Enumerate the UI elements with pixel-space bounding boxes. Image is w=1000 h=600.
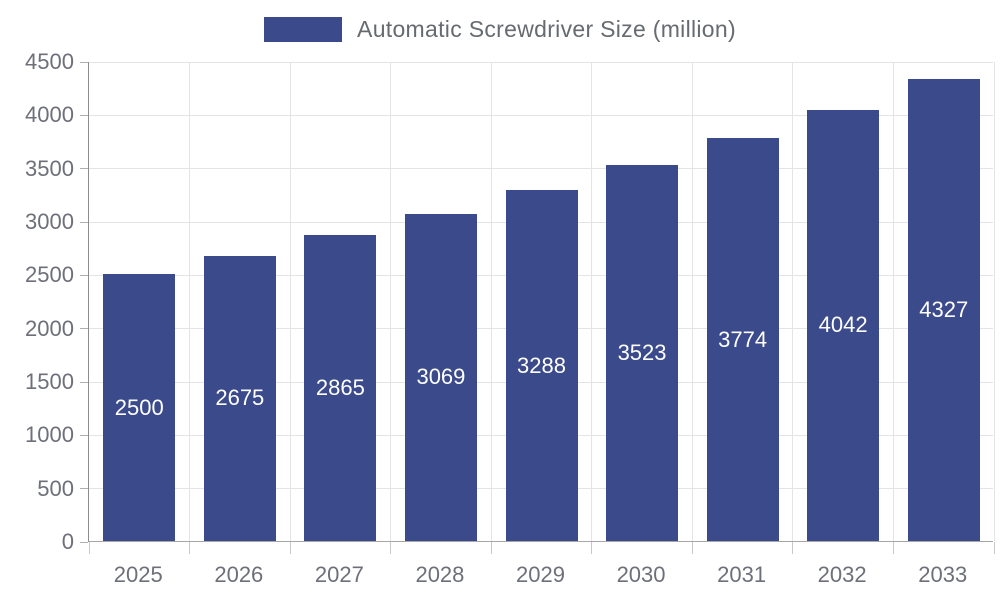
- x-axis-tick: [993, 542, 995, 554]
- v-gridline: [490, 62, 492, 541]
- x-axis-tick: [189, 542, 191, 554]
- y-axis-tick-label: 0: [61, 529, 74, 554]
- x-axis-tick: [289, 542, 291, 554]
- y-axis-tick-label: 500: [37, 475, 74, 501]
- y-axis-tick: [80, 488, 88, 490]
- y-axis-tick: [80, 114, 88, 116]
- v-gridline: [390, 62, 392, 541]
- x-axis-tick: [490, 542, 492, 554]
- legend-label: Automatic Screwdriver Size (million): [357, 16, 736, 42]
- v-gridline: [993, 62, 995, 541]
- y-axis-tick: [80, 274, 88, 276]
- bar-value-label: 2675: [215, 385, 265, 411]
- x-axis-tick-label: 2031: [717, 562, 767, 587]
- bar-value-label: 3523: [617, 340, 667, 366]
- x-axis-tick-label: 2025: [113, 562, 163, 587]
- bar-value-label: 2500: [114, 394, 164, 420]
- y-axis-tick-label: 1000: [25, 422, 74, 448]
- y-axis-tick-label: 1500: [25, 369, 74, 394]
- y-axis-tick: [80, 541, 88, 543]
- h-gridline: [89, 168, 993, 170]
- bar: 2675: [203, 255, 276, 541]
- x-axis-tick: [691, 542, 693, 554]
- x-axis-tick: [792, 542, 794, 554]
- h-gridline: [89, 61, 993, 63]
- bar: 2500: [103, 274, 176, 541]
- legend-swatch-icon: [264, 17, 343, 42]
- bar: 3774: [706, 138, 779, 541]
- bar-value-label: 3774: [718, 326, 768, 352]
- bar-value-label: 4327: [919, 297, 969, 323]
- v-gridline: [189, 62, 191, 541]
- x-axis-tick: [591, 542, 593, 554]
- v-gridline: [892, 62, 894, 541]
- bar: 4327: [907, 79, 980, 541]
- x-axis-tick: [88, 542, 90, 554]
- y-axis-tick-label: 3500: [25, 155, 74, 181]
- bar: 3288: [505, 190, 578, 541]
- plot-area: 2500 2675 2865 3069 3288 3523 3774 4042 4327: [80, 61, 995, 554]
- x-axis-tick: [892, 542, 894, 554]
- bar: 4042: [807, 109, 880, 541]
- y-axis-tick: [80, 434, 88, 436]
- v-gridline: [691, 62, 693, 541]
- x-axis-tick-label: 2033: [918, 562, 968, 587]
- y-axis-tick-label: 4000: [25, 102, 74, 128]
- y-axis-tick: [80, 221, 88, 223]
- bar: 2865: [304, 235, 377, 541]
- bar: 3523: [606, 165, 679, 541]
- bar-value-label: 3069: [416, 364, 466, 390]
- x-axis-tick-label: 2028: [415, 562, 465, 587]
- y-axis-tick-label: 2000: [25, 315, 74, 341]
- bar-value-label: 3288: [517, 352, 566, 378]
- h-gridline: [89, 114, 993, 116]
- x-axis-tick: [390, 542, 392, 554]
- x-axis-tick-label: 2029: [516, 562, 565, 587]
- x-axis-tick-label: 2030: [616, 562, 666, 587]
- v-gridline: [792, 62, 794, 541]
- y-axis-tick: [80, 381, 88, 383]
- legend-item[interactable]: Automatic Screwdriver Size (million): [0, 16, 1000, 43]
- y-axis-tick: [80, 168, 88, 170]
- x-axis-tick-label: 2026: [214, 562, 264, 587]
- y-axis-tick: [80, 61, 88, 63]
- y-axis-tick: [80, 328, 88, 330]
- y-axis-tick-label: 3000: [25, 209, 74, 234]
- v-gridline: [591, 62, 593, 541]
- bar: 3069: [404, 213, 477, 541]
- bar-value-label: 2865: [315, 375, 365, 401]
- bar-value-label: 4042: [818, 312, 868, 338]
- x-axis-tick-label: 2027: [314, 562, 364, 587]
- y-axis-tick-label: 2500: [25, 262, 74, 288]
- x-axis-tick-label: 2032: [817, 562, 867, 587]
- v-gridline: [289, 62, 291, 541]
- y-axis-tick-label: 4500: [25, 49, 74, 74]
